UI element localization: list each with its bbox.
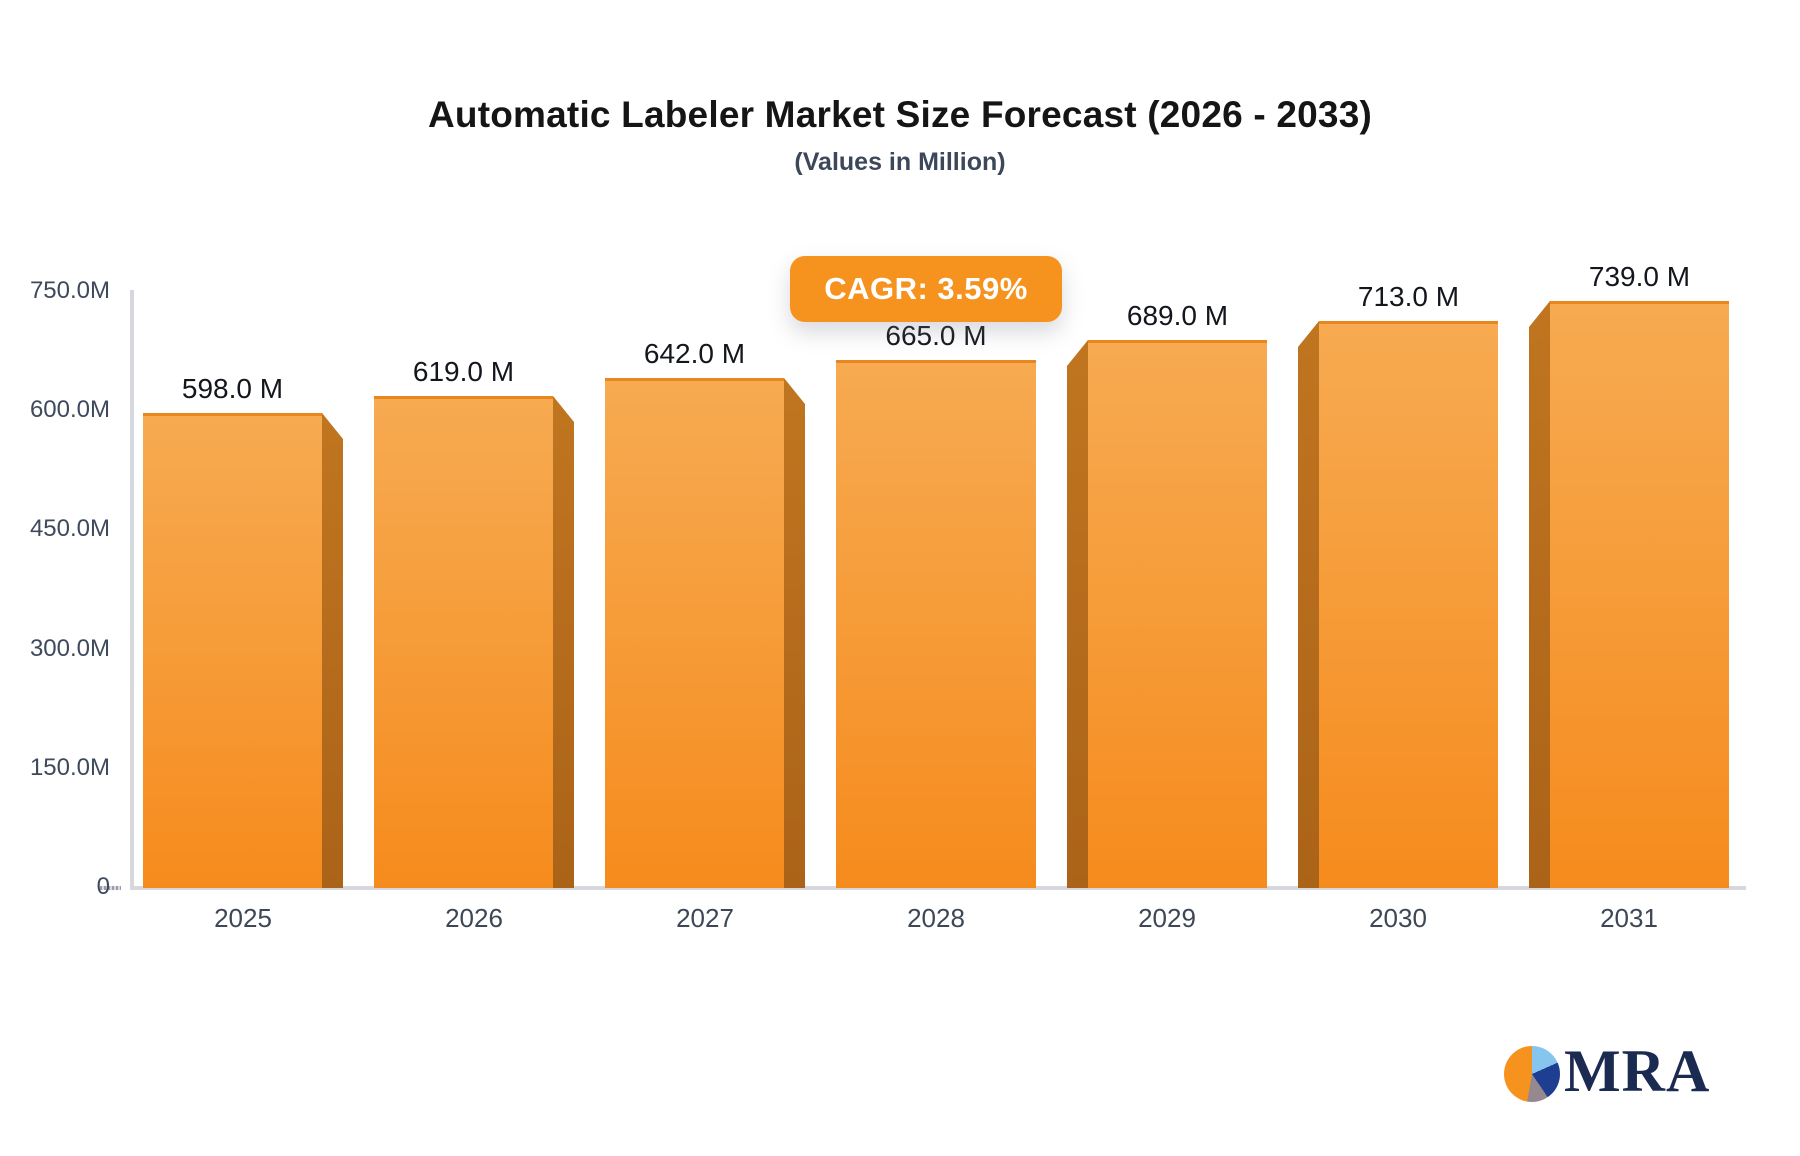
pie-chart-logo-icon (1504, 1046, 1560, 1102)
x-axis-baseline (130, 886, 1746, 890)
bar-2028 (836, 360, 1036, 888)
bar-side-shadow (553, 396, 574, 888)
bar-value-label: 642.0 M (643, 338, 746, 369)
x-tick-label: 2028 (907, 903, 965, 933)
x-tick-label: 2026 (445, 903, 503, 933)
bar-face (143, 413, 322, 888)
zero-tick-mark (100, 886, 121, 890)
bar-2027 (605, 378, 805, 888)
bar-2030 (1298, 321, 1498, 888)
chart-title: Automatic Labeler Market Size Forecast (… (428, 94, 1372, 135)
bar-value-label: 619.0 M (412, 356, 515, 387)
bar-value-label: 739.0 M (1588, 261, 1691, 292)
bar-face (836, 360, 1036, 888)
y-tick-label: 300.0M (29, 634, 110, 662)
bar-side-shadow (784, 378, 805, 888)
cagr-badge: CAGR: 3.59% (790, 256, 1062, 322)
bar-2026 (374, 396, 574, 888)
y-tick-label: 150.0M (29, 753, 110, 781)
y-tick-label: 450.0M (29, 515, 110, 543)
bar-side-shadow (322, 413, 343, 888)
chart-subtitle: (Values in Million) (794, 148, 1006, 176)
bar-face (1088, 340, 1267, 888)
bar-value-label: 598.0 M (181, 373, 284, 404)
bar-2029 (1067, 340, 1267, 888)
bar-face (605, 378, 784, 888)
y-tick-label: 600.0M (29, 396, 110, 424)
bar-value-label: 689.0 M (1126, 300, 1229, 331)
x-tick-label: 2031 (1600, 903, 1658, 933)
bar-side-shadow (1529, 301, 1550, 888)
bar-side-shadow (1067, 340, 1088, 888)
bar-face (1550, 301, 1729, 888)
bar-value-label: 665.0 M (885, 320, 987, 351)
bar-2025 (143, 413, 343, 888)
y-axis-line (130, 290, 134, 888)
y-tick-label: 0 (96, 873, 110, 900)
brand-logo-text: MRA (1564, 1038, 1711, 1104)
bar-face (1319, 321, 1498, 888)
bar-face (374, 396, 553, 888)
bar-value-label: 713.0 M (1357, 281, 1460, 312)
bar-side-shadow (1298, 321, 1319, 888)
x-tick-label: 2029 (1138, 903, 1196, 933)
x-tick-label: 2025 (214, 903, 272, 933)
bar-2031 (1529, 301, 1729, 888)
x-tick-label: 2030 (1369, 903, 1427, 933)
brand-logo: MRA (1504, 1036, 1710, 1106)
y-tick-label: 750.0M (29, 277, 110, 304)
x-tick-label: 2027 (676, 903, 734, 933)
